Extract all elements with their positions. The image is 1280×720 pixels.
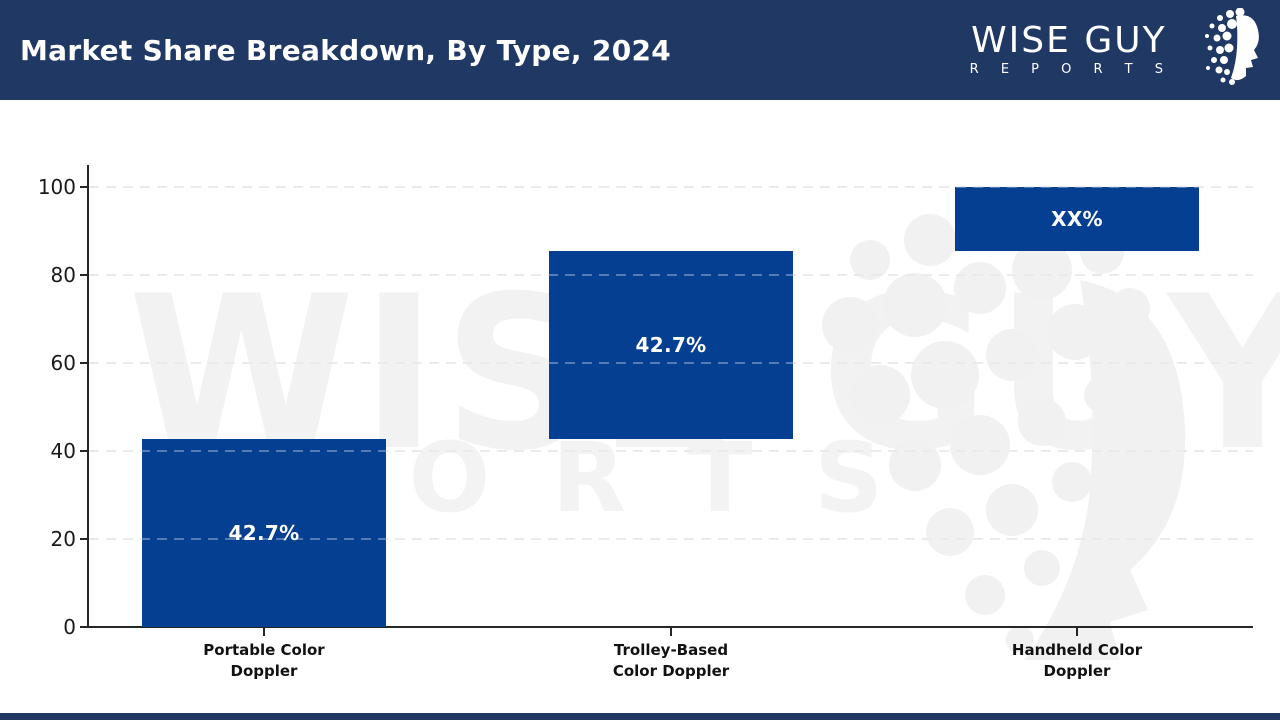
bar-value-label: 42.7% [635, 333, 707, 358]
gridline-overlay [89, 362, 1253, 364]
y-tick-label: 80 [50, 263, 76, 287]
x-tick-mark [670, 628, 672, 636]
x-category-label: Trolley-Based Color Doppler [612, 641, 730, 680]
y-tick-mark [80, 450, 88, 452]
x-category-label: Handheld Color Doppler [1011, 641, 1143, 680]
y-tick-mark [80, 274, 88, 276]
brand-logo-text: WISE GUY R E P O R T S [966, 20, 1172, 78]
y-tick-mark [80, 186, 88, 188]
y-tick-mark [80, 626, 88, 628]
x-tick-mark [1076, 628, 1078, 636]
x-category-label: Portable Color Doppler [203, 641, 325, 680]
y-tick-mark [80, 362, 88, 364]
y-tick-label: 40 [50, 439, 76, 463]
bar-segment: 42.7% [549, 251, 793, 440]
page-title: Market Share Breakdown, By Type, 2024 [20, 33, 672, 67]
footer-bar [0, 713, 1280, 720]
gridline [89, 538, 1253, 540]
y-tick-label: 0 [63, 615, 76, 639]
y-axis-line [87, 165, 89, 628]
bar-value-label: XX% [1051, 207, 1103, 232]
gridline-overlay [89, 450, 1253, 452]
brand-subtext: R E P O R T S [969, 62, 1172, 77]
gridline [89, 450, 1253, 452]
x-axis-line [87, 626, 1253, 628]
gridline-overlay [89, 538, 1253, 540]
bar-value-label: 42.7% [228, 521, 300, 546]
y-tick-label: 20 [50, 527, 76, 551]
y-tick-mark [80, 538, 88, 540]
brand-face-icon [1205, 8, 1259, 85]
y-tick-label: 60 [50, 351, 76, 375]
watermark-face-icon [822, 208, 1186, 660]
gridline-overlay [89, 186, 1253, 188]
y-tick-label: 100 [37, 175, 76, 199]
bar-segment: 42.7% [142, 439, 386, 627]
brand-wordmark: WISE GUY [971, 20, 1167, 61]
header-bar: Market Share Breakdown, By Type, 2024 WI… [0, 0, 1280, 100]
gridline-overlay [89, 274, 1253, 276]
x-tick-mark [263, 628, 265, 636]
bar-segment: XX% [955, 187, 1199, 252]
gridline [89, 186, 1253, 188]
brand-logo: WISE GUY R E P O R T S [966, 8, 1260, 92]
